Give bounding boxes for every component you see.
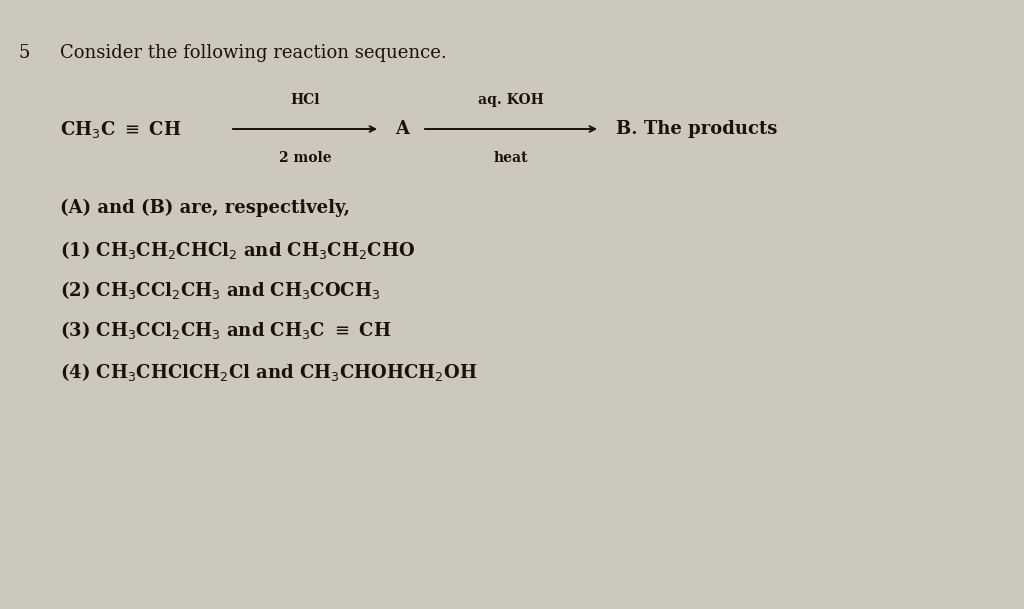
Text: aq. KOH: aq. KOH <box>478 93 544 107</box>
Text: (A) and (B) are, respectively,: (A) and (B) are, respectively, <box>60 199 350 217</box>
Text: Consider the following reaction sequence.: Consider the following reaction sequence… <box>60 44 446 62</box>
Text: (1) CH$_3$CH$_2$CHCl$_2$ and CH$_3$CH$_2$CHO: (1) CH$_3$CH$_2$CHCl$_2$ and CH$_3$CH$_2… <box>60 239 415 261</box>
Text: B. The products: B. The products <box>616 120 777 138</box>
Text: (3) CH$_3$CCl$_2$CH$_3$ and CH$_3$C $\equiv$ CH: (3) CH$_3$CCl$_2$CH$_3$ and CH$_3$C $\eq… <box>60 319 391 341</box>
Text: 5: 5 <box>18 44 30 62</box>
Text: 2 mole: 2 mole <box>279 151 332 165</box>
Text: heat: heat <box>494 151 528 165</box>
Text: A: A <box>395 120 409 138</box>
Text: HCl: HCl <box>290 93 319 107</box>
Text: (2) CH$_3$CCl$_2$CH$_3$ and CH$_3$COCH$_3$: (2) CH$_3$CCl$_2$CH$_3$ and CH$_3$COCH$_… <box>60 279 380 301</box>
Text: (4) CH$_3$CHClCH$_2$Cl and CH$_3$CHOHCH$_2$OH: (4) CH$_3$CHClCH$_2$Cl and CH$_3$CHOHCH$… <box>60 361 477 383</box>
Text: CH$_3$C $\equiv$ CH: CH$_3$C $\equiv$ CH <box>60 119 181 139</box>
